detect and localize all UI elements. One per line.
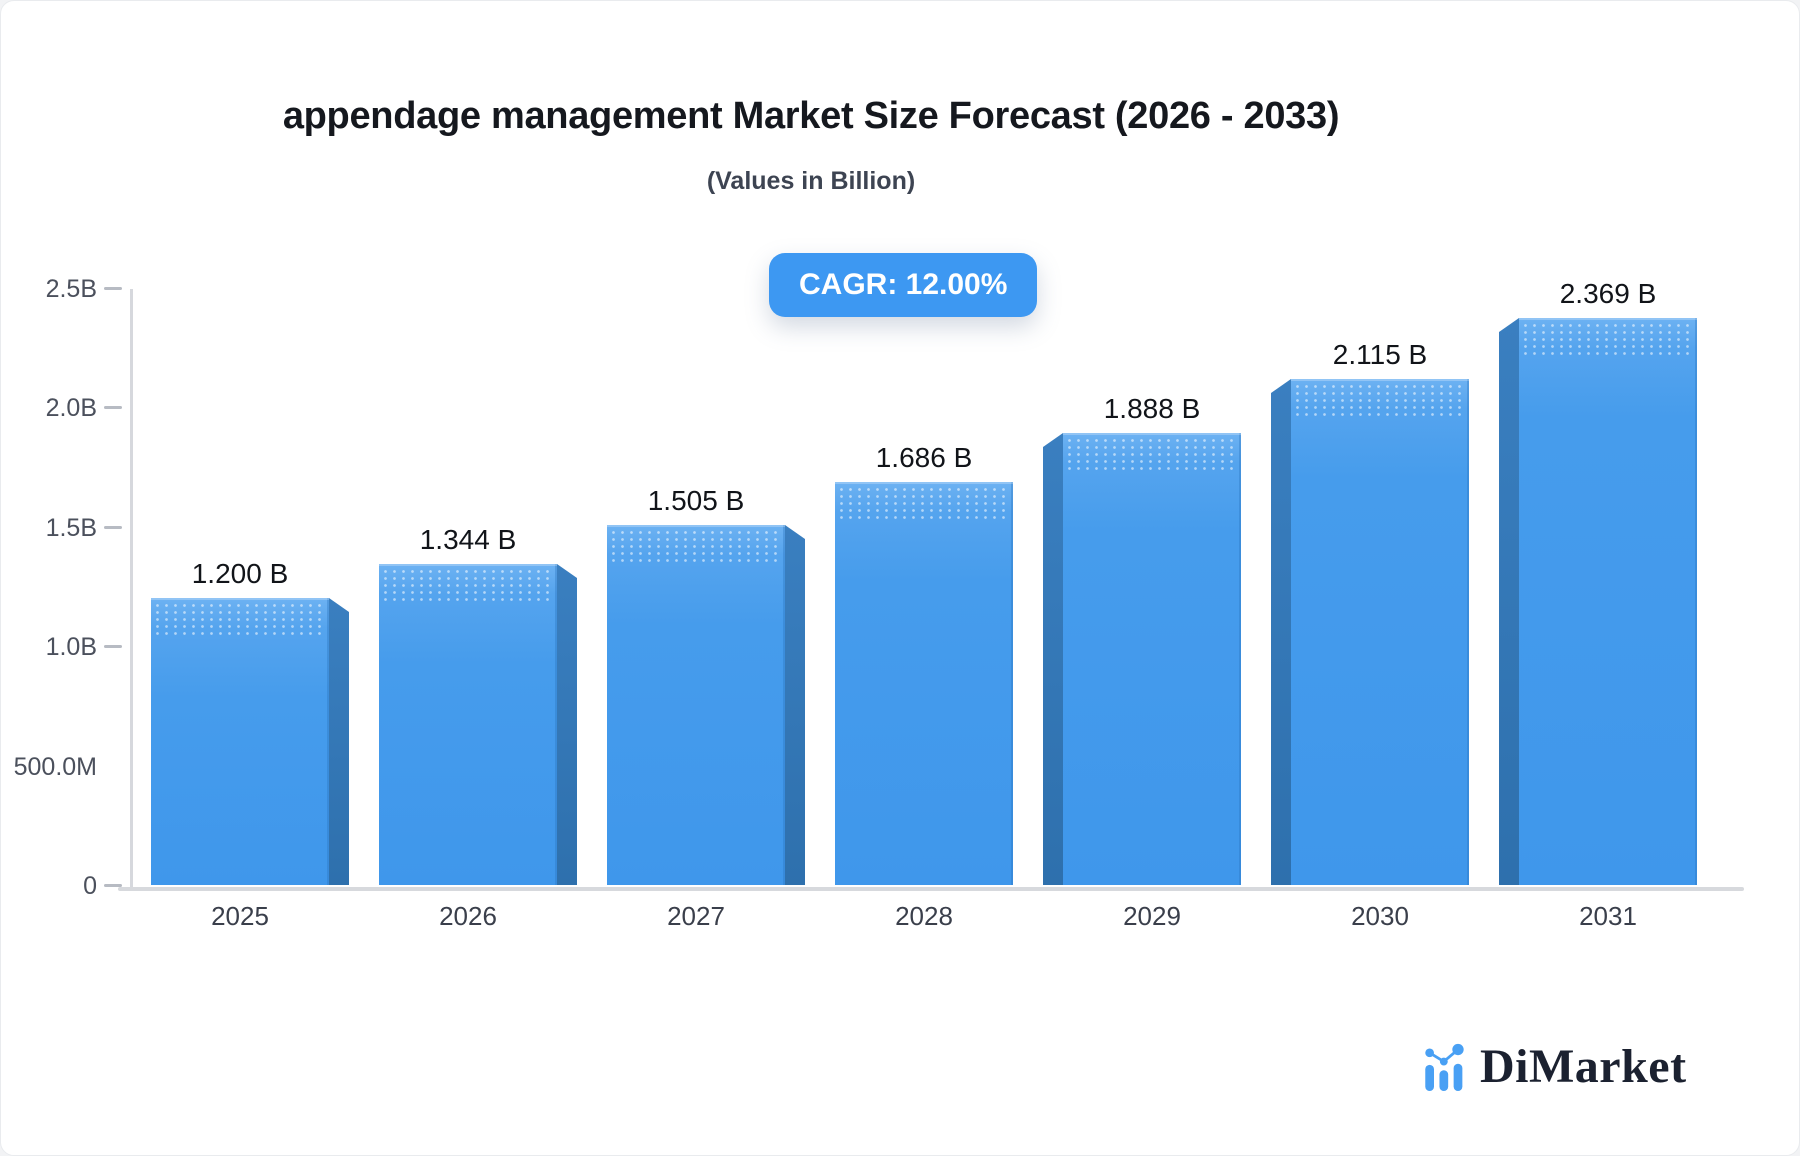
bar-face xyxy=(151,598,329,885)
bar-side-3d xyxy=(1499,318,1519,885)
bar-face xyxy=(1519,318,1697,885)
y-axis-label: 2.0B xyxy=(45,394,97,422)
brand-name: DiMarket xyxy=(1480,1040,1687,1093)
y-axis-tick xyxy=(104,645,122,648)
bar-face xyxy=(379,564,557,885)
bar-face xyxy=(1291,379,1469,885)
x-axis-label: 2028 xyxy=(895,901,953,931)
bar-2031[interactable]: 2.369 B 2031 xyxy=(1499,278,1697,931)
bar-face xyxy=(607,525,785,885)
bar-value-label: 1.505 B xyxy=(647,485,745,516)
y-axis-tick xyxy=(104,406,122,409)
y-axis-line xyxy=(130,289,133,887)
bar-2025[interactable]: 1.200 B 2025 xyxy=(151,558,349,931)
bar-face xyxy=(835,482,1013,885)
y-axis-label: 1.5B xyxy=(45,514,97,542)
y-axis-tick xyxy=(104,884,122,887)
bar-value-label: 1.686 B xyxy=(875,442,973,473)
y-axis-label: 1.0B xyxy=(45,633,97,661)
y-axis-tick xyxy=(104,526,122,529)
y-axis-label: 0 xyxy=(83,872,97,900)
bar-value-label: 1.344 B xyxy=(419,524,517,555)
bar-side-3d xyxy=(1271,379,1291,885)
x-axis-label: 2031 xyxy=(1579,901,1637,931)
bar-2028[interactable]: 1.686 B 2028 xyxy=(835,442,1013,931)
bar-2027[interactable]: 1.505 B 2027 xyxy=(607,485,805,931)
brand-logo[interactable]: DiMarket xyxy=(1425,1039,1687,1095)
x-axis-label: 2030 xyxy=(1351,901,1409,931)
chart-title: appendage management Market Size Forecas… xyxy=(282,95,1340,137)
bar-value-label: 2.115 B xyxy=(1332,339,1428,370)
bar-side-3d xyxy=(785,525,805,885)
x-axis-label: 2026 xyxy=(439,901,497,931)
x-axis-line xyxy=(118,887,1744,891)
y-axis-label: 2.5B xyxy=(45,275,97,303)
x-axis-label: 2025 xyxy=(211,901,269,931)
y-axis-tick xyxy=(104,287,122,290)
x-axis-label: 2029 xyxy=(1123,901,1181,931)
bar-value-label: 1.888 B xyxy=(1103,393,1201,424)
y-axis-label: 500.0M xyxy=(13,753,97,781)
bar-2029[interactable]: 1.888 B 2029 xyxy=(1043,393,1241,931)
bar-side-3d xyxy=(329,598,349,885)
bar-chart-logo-icon xyxy=(1425,1043,1464,1091)
bar-face xyxy=(1063,433,1241,885)
bar-2026[interactable]: 1.344 B 2026 xyxy=(379,524,577,931)
bar-value-label: 1.200 B xyxy=(191,558,289,589)
bar-side-3d xyxy=(1043,433,1063,885)
bar-2030[interactable]: 2.115 B 2030 xyxy=(1271,339,1469,931)
cagr-badge: CAGR: 12.00% xyxy=(769,253,1038,317)
x-axis-label: 2027 xyxy=(667,901,725,931)
bar-side-3d xyxy=(557,564,577,885)
chart-subtitle: (Values in Billion) xyxy=(706,167,916,195)
bar-value-label: 2.369 B xyxy=(1559,278,1657,309)
